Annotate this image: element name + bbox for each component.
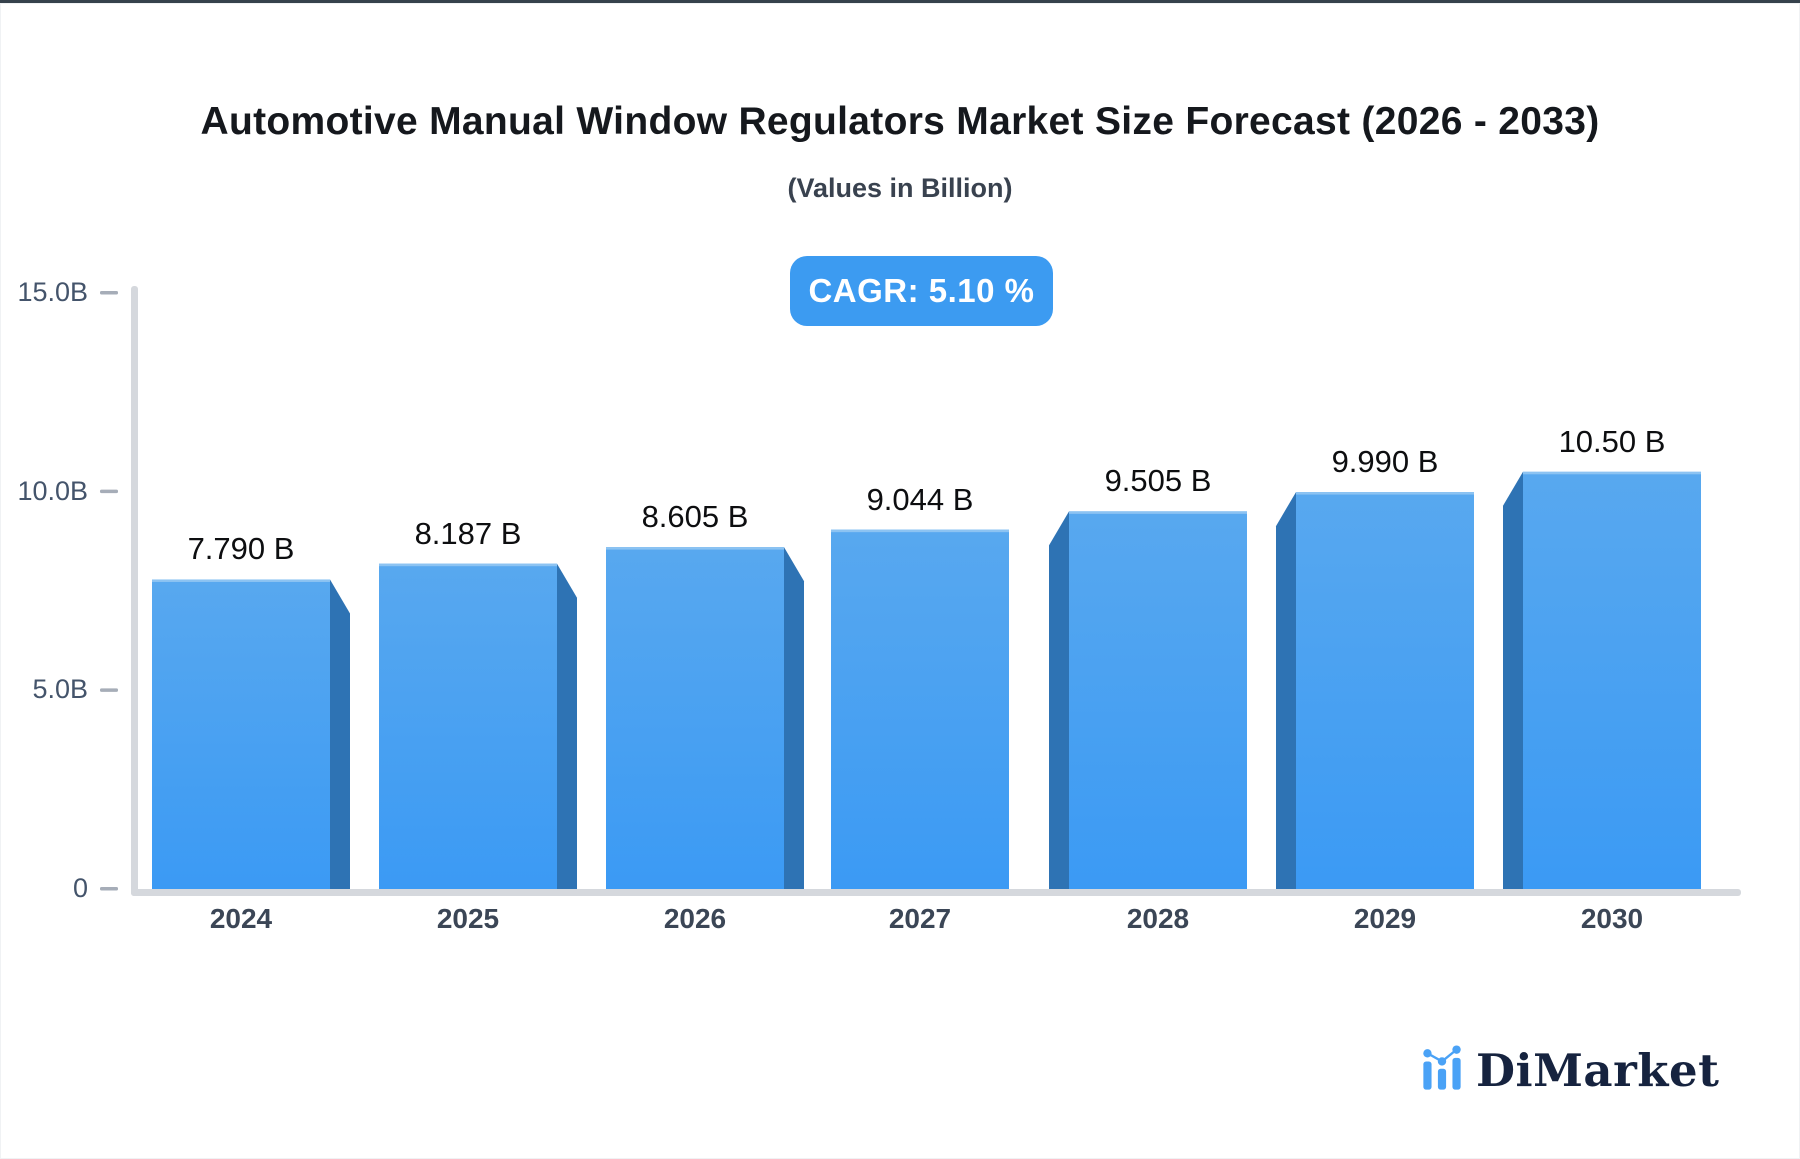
x-axis-line xyxy=(131,889,1741,896)
y-tick-mark xyxy=(100,688,118,692)
bar-top-edge xyxy=(379,563,557,567)
bar-2030 xyxy=(1523,471,1701,889)
bar-chart-logo-icon xyxy=(1423,1045,1461,1090)
bar-side-face xyxy=(784,547,804,889)
bar-top-edge xyxy=(831,529,1009,533)
y-tick-mark xyxy=(100,291,118,295)
bar-top-edge xyxy=(1069,511,1247,514)
bar-2025 xyxy=(379,563,557,889)
cagr-badge: CAGR: 5.10 % xyxy=(790,256,1053,326)
y-axis-line xyxy=(131,286,138,896)
brand-logo: DiMarket xyxy=(1422,1041,1719,1093)
bar-side-face xyxy=(1503,471,1523,889)
bar-top-edge xyxy=(1296,492,1474,495)
brand-name: DiMarket xyxy=(1476,1044,1720,1097)
bar-2028 xyxy=(1069,511,1247,889)
bar-top-edge xyxy=(606,547,784,550)
bar-2026 xyxy=(606,547,784,889)
bar-top-edge xyxy=(1523,471,1701,475)
bar-2027 xyxy=(831,529,1009,889)
bar-top-edge xyxy=(152,579,330,582)
bar-side-face xyxy=(557,563,577,889)
y-tick-mark xyxy=(100,887,118,891)
y-tick-mark xyxy=(100,489,118,494)
bar-side-face xyxy=(1276,492,1296,889)
chart-subtitle: (Values in Billion) xyxy=(787,173,1013,203)
bar-2024 xyxy=(152,579,330,889)
chart-title: Automotive Manual Window Regulators Mark… xyxy=(200,100,1600,143)
bar-2029 xyxy=(1296,492,1474,889)
bar-side-face xyxy=(1049,511,1069,889)
bar-chart-canvas xyxy=(100,286,1741,896)
bar-side-face xyxy=(330,579,350,889)
